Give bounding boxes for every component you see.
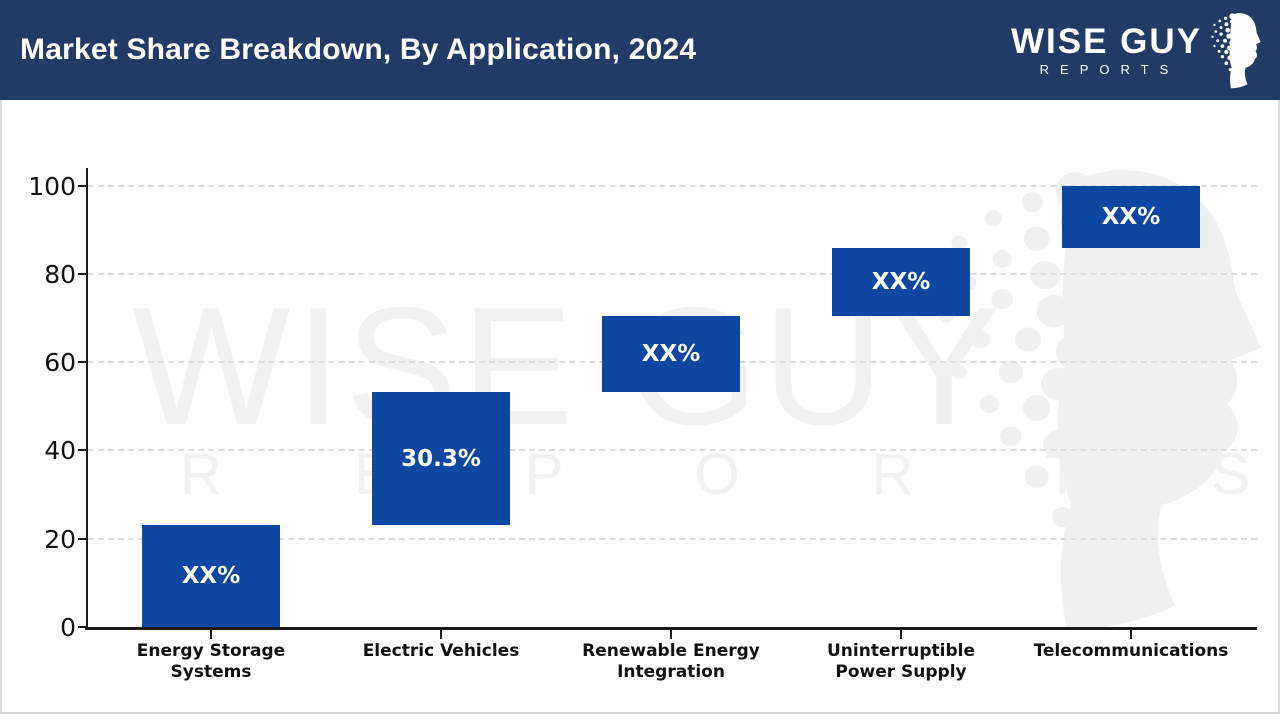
bar-renewable-energy-integration: XX% bbox=[602, 315, 740, 392]
logo-text-secondary: REPORTS bbox=[1039, 62, 1180, 77]
bar-telecommunications: XX% bbox=[1062, 185, 1200, 249]
y-tick-mark-20 bbox=[78, 537, 87, 540]
y-tick-label-0: 0 bbox=[60, 613, 76, 642]
y-tick-label-20: 20 bbox=[44, 524, 76, 554]
gridline-40 bbox=[88, 449, 1257, 452]
gridline-100 bbox=[88, 184, 1257, 187]
y-tick-label-60: 60 bbox=[44, 348, 76, 378]
bar-uninterruptible-power-supply: XX% bbox=[832, 248, 970, 316]
x-tick-mark-energy-storage-systems bbox=[210, 630, 212, 639]
y-tick-label-40: 40 bbox=[44, 436, 76, 466]
content-frame bbox=[0, 100, 1280, 714]
y-tick-mark-60 bbox=[78, 361, 87, 364]
y-tick-mark-0 bbox=[78, 626, 87, 628]
y-tick-label-100: 100 bbox=[28, 171, 76, 201]
x-tick-mark-telecommunications bbox=[1130, 630, 1132, 639]
x-category-label-renewable-energy-integration: Renewable Energy Integration bbox=[582, 641, 760, 683]
x-tick-mark-electric-vehicles bbox=[440, 630, 442, 639]
bar-value-label-uninterruptible-power-supply: XX% bbox=[871, 269, 931, 296]
x-category-label-telecommunications: Telecommunications bbox=[1033, 641, 1229, 661]
x-axis-line bbox=[85, 627, 1257, 630]
y-axis-line bbox=[86, 168, 88, 629]
page-title: Market Share Breakdown, By Application, … bbox=[20, 33, 697, 66]
x-category-label-uninterruptible-power-supply: Uninterruptible Power Supply bbox=[826, 641, 975, 683]
x-category-label-energy-storage-systems: Energy Storage Systems bbox=[136, 641, 286, 683]
x-tick-mark-renewable-energy-integration bbox=[670, 630, 672, 639]
y-tick-mark-100 bbox=[78, 184, 87, 187]
x-category-label-electric-vehicles: Electric Vehicles bbox=[362, 641, 520, 661]
bar-value-label-energy-storage-systems: XX% bbox=[181, 563, 241, 590]
bar-energy-storage-systems: XX% bbox=[142, 525, 280, 627]
gridline-80 bbox=[88, 272, 1257, 275]
gridline-20 bbox=[88, 537, 1257, 540]
x-tick-mark-uninterruptible-power-supply bbox=[900, 630, 902, 639]
y-tick-mark-40 bbox=[78, 449, 87, 452]
header-bar: Market Share Breakdown, By Application, … bbox=[0, 0, 1280, 100]
y-tick-mark-80 bbox=[78, 272, 87, 275]
logo-text-primary: WISE GUY bbox=[1010, 22, 1202, 61]
logo-wiseguy: WISE GUY REPORTS bbox=[1011, 8, 1262, 92]
bar-value-label-electric-vehicles: 30.3% bbox=[401, 445, 481, 472]
y-tick-label-80: 80 bbox=[44, 259, 76, 289]
bar-value-label-telecommunications: XX% bbox=[1101, 203, 1161, 230]
bar-value-label-renewable-energy-integration: XX% bbox=[641, 340, 701, 367]
bar-electric-vehicles: 30.3% bbox=[372, 391, 510, 526]
